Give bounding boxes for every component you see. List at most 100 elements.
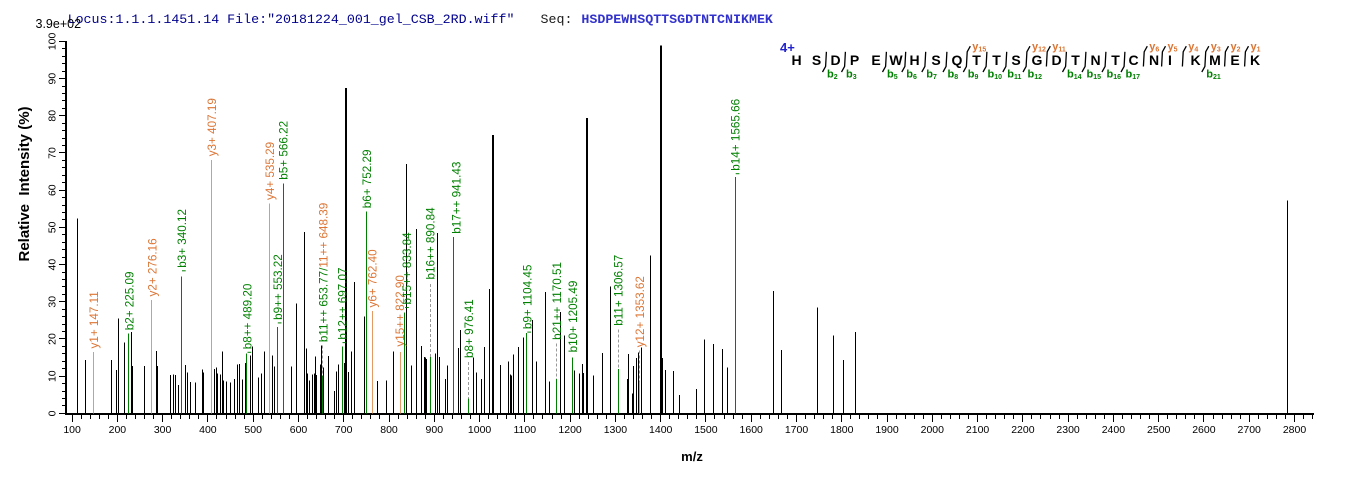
svg-text:M: M bbox=[1209, 52, 1221, 68]
svg-text:S: S bbox=[1011, 52, 1020, 68]
svg-text:S: S bbox=[812, 52, 821, 68]
svg-text:Q: Q bbox=[952, 52, 963, 68]
svg-text:1400: 1400 bbox=[649, 424, 673, 436]
svg-text:0: 0 bbox=[47, 410, 59, 416]
svg-text:30: 30 bbox=[47, 296, 59, 308]
svg-text:100: 100 bbox=[47, 32, 59, 50]
svg-text:2100: 2100 bbox=[966, 424, 990, 436]
svg-text:b7: b7 bbox=[926, 69, 937, 82]
svg-text:b3+ 340.12: b3+ 340.12 bbox=[176, 209, 189, 268]
svg-text:2700: 2700 bbox=[1238, 424, 1262, 436]
svg-text:90: 90 bbox=[47, 73, 59, 85]
svg-text:D: D bbox=[1051, 52, 1061, 68]
svg-text:b5+ 566.22: b5+ 566.22 bbox=[278, 121, 291, 180]
svg-text:900: 900 bbox=[426, 424, 444, 436]
svg-text:y12+ 1353.62: y12+ 1353.62 bbox=[634, 276, 647, 347]
svg-text:b16++ 890.84: b16++ 890.84 bbox=[425, 207, 438, 280]
svg-text:600: 600 bbox=[290, 424, 308, 436]
svg-text:y6: y6 bbox=[1149, 41, 1159, 54]
svg-text:300: 300 bbox=[154, 424, 172, 436]
svg-text:4+: 4+ bbox=[780, 40, 795, 55]
svg-text:E: E bbox=[871, 52, 880, 68]
svg-text:2400: 2400 bbox=[1102, 424, 1126, 436]
svg-text:I: I bbox=[1168, 52, 1172, 68]
svg-text:H: H bbox=[791, 52, 801, 68]
svg-text:y15++ 822.90: y15++ 822.90 bbox=[394, 275, 407, 347]
svg-text:b14+ 1565.66: b14+ 1565.66 bbox=[730, 99, 743, 171]
svg-text:2500: 2500 bbox=[1147, 424, 1171, 436]
svg-text:b5: b5 bbox=[887, 69, 898, 82]
svg-text:y6+ 762.40: y6+ 762.40 bbox=[367, 249, 380, 308]
svg-text:y5: y5 bbox=[1168, 41, 1178, 54]
svg-text:100: 100 bbox=[63, 424, 81, 436]
svg-text:D: D bbox=[830, 52, 840, 68]
svg-text:y4: y4 bbox=[1188, 41, 1198, 54]
svg-text:b15++ 833.84: b15++ 833.84 bbox=[401, 232, 414, 305]
svg-text:1600: 1600 bbox=[740, 424, 764, 436]
svg-text:50: 50 bbox=[47, 221, 59, 233]
svg-text:80: 80 bbox=[47, 110, 59, 122]
svg-text:T: T bbox=[992, 52, 1001, 68]
svg-text:b8++ 489.20: b8++ 489.20 bbox=[242, 283, 255, 349]
svg-text:b3: b3 bbox=[846, 69, 857, 82]
svg-text:P: P bbox=[850, 52, 859, 68]
svg-text:T: T bbox=[972, 52, 981, 68]
svg-text:700: 700 bbox=[335, 424, 353, 436]
svg-text:400: 400 bbox=[199, 424, 217, 436]
svg-text:Seq:: Seq: bbox=[541, 12, 573, 27]
svg-text:2800: 2800 bbox=[1283, 424, 1307, 436]
svg-text:y3+ 407.19: y3+ 407.19 bbox=[206, 98, 219, 156]
svg-text:2600: 2600 bbox=[1192, 424, 1216, 436]
svg-text:1200: 1200 bbox=[558, 424, 582, 436]
svg-text:2200: 2200 bbox=[1011, 424, 1035, 436]
svg-text:1300: 1300 bbox=[604, 424, 628, 436]
svg-text:1100: 1100 bbox=[514, 424, 537, 436]
svg-text:500: 500 bbox=[244, 424, 262, 436]
svg-text:HSDPEWHSQTTSGDTNTCNIKMEK: HSDPEWHSQTTSGDTNTCNIKMEK bbox=[581, 12, 773, 27]
svg-text:y2: y2 bbox=[1231, 41, 1241, 54]
svg-text:20: 20 bbox=[47, 333, 59, 345]
svg-text:Locus:1.1.1.1451.14 File:"2018: Locus:1.1.1.1451.14 File:"20181224_001_g… bbox=[68, 12, 515, 27]
svg-text:60: 60 bbox=[47, 184, 59, 196]
svg-text:b9: b9 bbox=[968, 69, 979, 82]
svg-text:200: 200 bbox=[109, 424, 127, 436]
svg-text:y1+ 147.11: y1+ 147.11 bbox=[88, 291, 101, 348]
svg-text:N: N bbox=[1090, 52, 1100, 68]
svg-text:b8: b8 bbox=[948, 69, 959, 82]
svg-text:40: 40 bbox=[47, 259, 59, 271]
svg-text:y2+ 276.16: y2+ 276.16 bbox=[146, 238, 159, 296]
svg-text:1700: 1700 bbox=[785, 424, 809, 436]
svg-text:K: K bbox=[1190, 52, 1200, 68]
svg-text:y1: y1 bbox=[1251, 41, 1261, 54]
svg-text:b10+ 1205.49: b10+ 1205.49 bbox=[567, 281, 580, 353]
svg-text:b9+ 1104.45: b9+ 1104.45 bbox=[521, 264, 534, 329]
svg-text:S: S bbox=[931, 52, 940, 68]
svg-text:70: 70 bbox=[47, 147, 59, 159]
svg-text:y3: y3 bbox=[1211, 41, 1221, 54]
svg-text:b11++ 653.77/11++ 648.39: b11++ 653.77/11++ 648.39 bbox=[317, 203, 330, 342]
svg-text:b11+ 1306.57: b11+ 1306.57 bbox=[613, 255, 626, 326]
svg-text:1500: 1500 bbox=[694, 424, 718, 436]
svg-text:b8+ 976.41: b8+ 976.41 bbox=[463, 299, 476, 358]
svg-text:y4+ 535.29: y4+ 535.29 bbox=[264, 142, 277, 200]
svg-text:b6+ 752.29: b6+ 752.29 bbox=[361, 149, 374, 208]
svg-text:K: K bbox=[1250, 52, 1260, 68]
svg-text:Relative Intensity (%): Relative Intensity (%) bbox=[16, 106, 33, 261]
svg-text:m/z: m/z bbox=[681, 449, 703, 464]
svg-text:3.9e+02: 3.9e+02 bbox=[36, 17, 82, 31]
svg-text:G: G bbox=[1032, 52, 1043, 68]
svg-text:b6: b6 bbox=[906, 69, 917, 82]
svg-text:E: E bbox=[1230, 52, 1239, 68]
svg-text:C: C bbox=[1128, 52, 1138, 68]
svg-text:800: 800 bbox=[380, 424, 398, 436]
svg-text:2000: 2000 bbox=[921, 424, 945, 436]
svg-text:2300: 2300 bbox=[1056, 424, 1080, 436]
svg-text:1900: 1900 bbox=[875, 424, 899, 436]
svg-text:H: H bbox=[909, 52, 919, 68]
svg-text:T: T bbox=[1071, 52, 1080, 68]
svg-text:b2: b2 bbox=[827, 69, 838, 82]
svg-text:1800: 1800 bbox=[830, 424, 854, 436]
svg-text:b21++ 1170.51: b21++ 1170.51 bbox=[551, 262, 564, 340]
svg-text:10: 10 bbox=[47, 370, 59, 382]
svg-text:1000: 1000 bbox=[468, 424, 492, 436]
